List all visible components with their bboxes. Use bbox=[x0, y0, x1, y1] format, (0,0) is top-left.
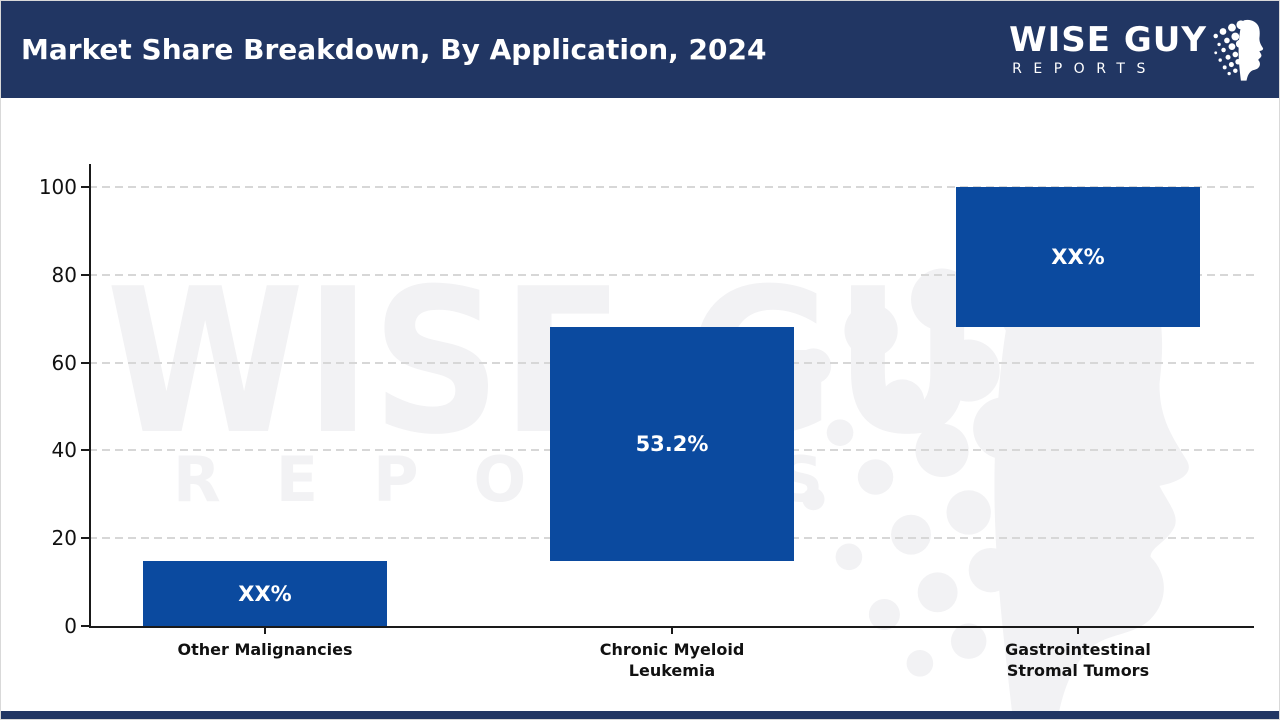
y-axis-tick-label: 60 bbox=[51, 350, 77, 375]
x-axis-category-label: Other Malignancies bbox=[177, 640, 353, 659]
y-axis-line bbox=[89, 164, 91, 628]
y-axis-tick-mark bbox=[81, 625, 89, 627]
x-axis-category-label: Gastrointestinal Stromal Tumors bbox=[1005, 640, 1151, 680]
bar-segment bbox=[143, 561, 387, 626]
y-axis-tick-mark bbox=[81, 361, 89, 364]
bar-segment bbox=[550, 327, 794, 562]
brand-subtitle: REPORTS bbox=[1012, 60, 1157, 77]
brand-logo-text: WISE GUY REPORTS bbox=[1009, 23, 1207, 77]
x-axis-line bbox=[89, 626, 1254, 628]
x-axis-tick-mark bbox=[1077, 628, 1079, 634]
gridline-100 bbox=[89, 186, 1254, 188]
bar-value-label: XX% bbox=[1051, 245, 1105, 270]
y-axis-tick-mark bbox=[81, 449, 89, 452]
bar-value-label: XX% bbox=[238, 581, 292, 606]
x-axis-tick-mark bbox=[264, 628, 266, 634]
x-axis-category-label: Chronic Myeloid Leukemia bbox=[599, 640, 745, 680]
gridline-80 bbox=[89, 273, 1254, 276]
brand-name: WISE GUY bbox=[1009, 19, 1207, 60]
y-axis-tick-mark bbox=[81, 186, 89, 188]
y-axis-tick-mark bbox=[81, 537, 89, 540]
y-axis-tick-label: 40 bbox=[51, 438, 77, 463]
footer-bar bbox=[1, 711, 1279, 719]
header-bar: Market Share Breakdown, By Application, … bbox=[1, 1, 1279, 98]
y-axis-tick-label: 0 bbox=[64, 614, 77, 638]
bar-value-label: 53.2% bbox=[635, 432, 709, 457]
page-title: Market Share Breakdown, By Application, … bbox=[21, 33, 767, 66]
brand-logo: WISE GUY REPORTS bbox=[1009, 10, 1265, 90]
x-axis-tick-mark bbox=[671, 628, 673, 634]
y-axis-tick-label: 20 bbox=[51, 526, 77, 551]
y-axis-tick-label: 80 bbox=[51, 262, 77, 287]
y-axis-tick-label: 100 bbox=[38, 175, 77, 199]
y-axis-tick-mark bbox=[81, 273, 89, 276]
bar-segment bbox=[956, 187, 1200, 328]
